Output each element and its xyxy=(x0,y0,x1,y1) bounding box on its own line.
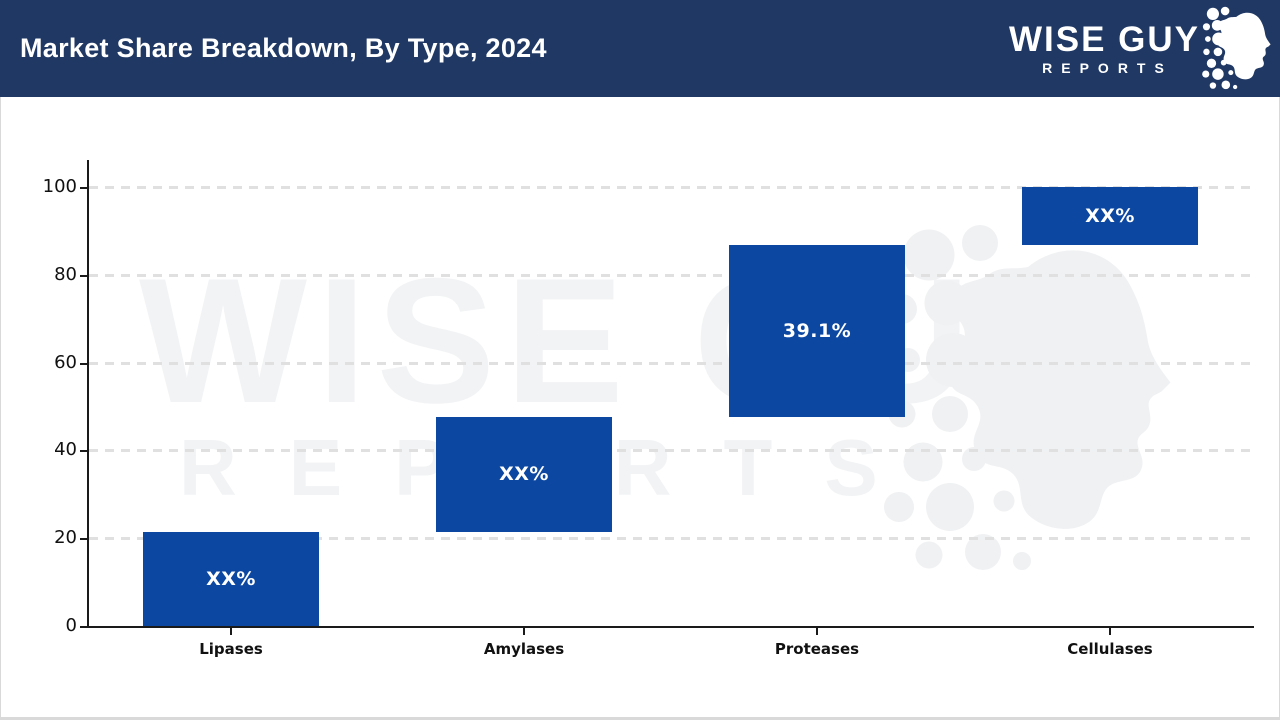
x-axis-spine xyxy=(87,626,1254,628)
y-tick-40 xyxy=(80,450,88,453)
wiseguy-logo-text: WISE GUY REPORTS xyxy=(1008,20,1200,76)
y-tick-0 xyxy=(80,626,88,628)
y-tick-80 xyxy=(80,274,88,277)
y-axis-spine xyxy=(87,160,89,628)
watermark-wordmark: WISE GUY xyxy=(139,241,1110,440)
wiseguy-logo-line2: REPORTS xyxy=(1042,59,1173,76)
x-tick-amylases xyxy=(523,628,525,635)
y-tick-20 xyxy=(80,538,88,541)
bar-amylases: XX% xyxy=(436,417,612,532)
wiseguy-logo: WISE GUY REPORTS xyxy=(1009,4,1274,94)
x-tick-lipases xyxy=(230,628,232,635)
bar-proteases: 39.1% xyxy=(729,245,905,418)
bar-label-lipases: XX% xyxy=(206,567,256,590)
x-label-cellulases: Cellulases xyxy=(1067,640,1153,658)
bar-cellulases: XX% xyxy=(1022,187,1198,246)
y-tick-label-100: 100 xyxy=(42,176,77,197)
x-label-lipases: Lipases xyxy=(199,640,263,658)
x-label-proteases: Proteases xyxy=(774,640,860,658)
y-tick-label-40: 40 xyxy=(54,439,77,461)
y-tick-label-60: 60 xyxy=(54,351,77,373)
bar-label-cellulases: XX% xyxy=(1085,205,1135,228)
x-label-amylases: Amylases xyxy=(483,640,565,658)
bar-lipases: XX% xyxy=(143,531,319,626)
chart-title: Market Share Breakdown, By Type, 2024 xyxy=(20,33,547,63)
gridline-40 xyxy=(89,449,1254,453)
y-tick-label-0: 0 xyxy=(65,615,77,636)
x-tick-proteases xyxy=(816,628,818,635)
y-tick-60 xyxy=(80,362,88,365)
y-tick-label-20: 20 xyxy=(54,527,77,549)
bar-label-proteases: 39.1% xyxy=(782,320,852,343)
y-tick-100 xyxy=(80,187,88,189)
wiseguy-logo-line1: WISE GUY xyxy=(1008,20,1200,60)
header-bar: Market Share Breakdown, By Type, 2024 WI… xyxy=(0,0,1280,97)
gridline-20 xyxy=(89,537,1254,541)
bar-label-amylases: XX% xyxy=(499,463,549,486)
gridline-60 xyxy=(89,361,1254,365)
gridline-80 xyxy=(89,273,1254,277)
gridline-100 xyxy=(89,186,1254,189)
wiseguy-head-icon xyxy=(1202,6,1271,90)
x-tick-cellulases xyxy=(1109,628,1111,635)
y-tick-label-80: 80 xyxy=(54,263,77,285)
